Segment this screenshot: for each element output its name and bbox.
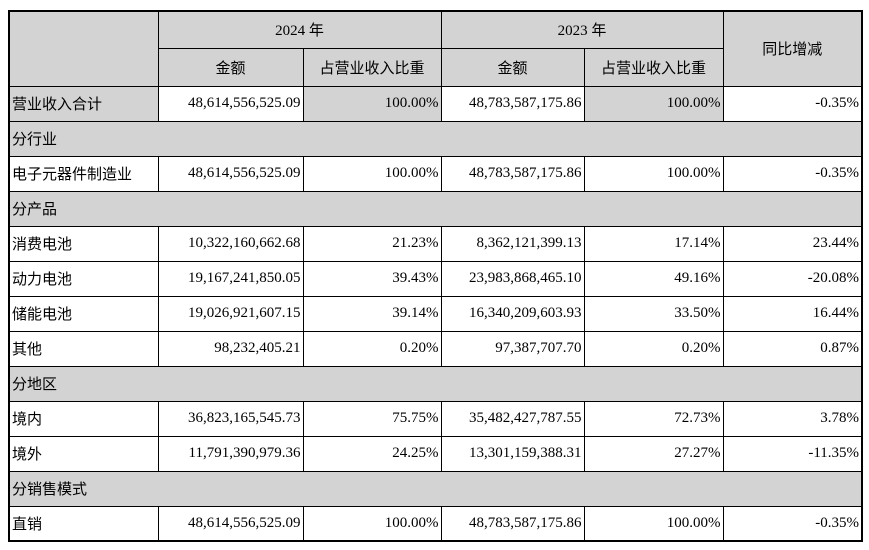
share-2023: 33.50% — [583, 295, 724, 332]
data-row: 营业收入合计 48,614,556,525.09 100.00% 48,783,587… — [8, 85, 863, 122]
share-2024: 100.00% — [302, 505, 442, 542]
data-row: 其他 98,232,405.21 0.20% 97,387,707.70 0.20% 0.… — [8, 330, 863, 367]
amount-2023: 8,362,121,399.13 — [440, 225, 585, 262]
share-2023: 27.27% — [583, 435, 724, 472]
share-2023: 100.00% — [583, 505, 724, 542]
row-label: 储能电池 — [8, 295, 159, 332]
section-row: 分产品 — [8, 190, 863, 227]
amount-2024: 48,614,556,525.09 — [157, 85, 304, 122]
amount-2023: 16,340,209,603.93 — [440, 295, 585, 332]
share-2023: 49.16% — [583, 260, 724, 297]
yoy-value: -0.35% — [722, 85, 863, 122]
yoy-value: -0.35% — [722, 505, 863, 542]
section-label: 分产品 — [8, 190, 863, 227]
amount-2023: 35,482,427,787.55 — [440, 400, 585, 437]
share-2024: 21.23% — [302, 225, 442, 262]
share-header-2023: 占营业收入比重 — [583, 47, 724, 87]
row-label: 其他 — [8, 330, 159, 367]
yoy-header: 同比增减 — [722, 10, 863, 87]
share-2024: 75.75% — [302, 400, 442, 437]
amount-2023: 48,783,587,175.86 — [440, 505, 585, 542]
section-row: 分地区 — [8, 365, 863, 402]
share-2024: 24.25% — [302, 435, 442, 472]
amount-2024: 11,791,390,979.36 — [157, 435, 304, 472]
share-2023: 100.00% — [583, 85, 724, 122]
share-2023: 72.73% — [583, 400, 724, 437]
data-row: 储能电池 19,026,921,607.15 39.14% 16,340,209,60… — [8, 295, 863, 332]
row-label: 消费电池 — [8, 225, 159, 262]
amount-header-2023: 金额 — [440, 47, 585, 87]
share-2024: 100.00% — [302, 155, 442, 192]
section-label: 分销售模式 — [8, 470, 863, 507]
year-2024-header: 2024 年 — [157, 10, 442, 49]
amount-2024: 48,614,556,525.09 — [157, 155, 304, 192]
amount-2024: 19,026,921,607.15 — [157, 295, 304, 332]
amount-header-2024: 金额 — [157, 47, 304, 87]
row-label: 动力电池 — [8, 260, 159, 297]
amount-2023: 48,783,587,175.86 — [440, 155, 585, 192]
amount-2024: 10,322,160,662.68 — [157, 225, 304, 262]
table-header: 2024 年 2023 年 同比增减 金额 占营业收入比重 金额 占营业收入比重 — [8, 10, 863, 87]
amount-2024: 48,614,556,525.09 — [157, 505, 304, 542]
section-row: 分行业 — [8, 120, 863, 157]
yoy-value: 16.44% — [722, 295, 863, 332]
row-label: 境外 — [8, 435, 159, 472]
amount-2024: 19,167,241,850.05 — [157, 260, 304, 297]
yoy-value: 23.44% — [722, 225, 863, 262]
row-label: 境内 — [8, 400, 159, 437]
share-2023: 0.20% — [583, 330, 724, 367]
header-row-years: 2024 年 2023 年 同比增减 — [8, 10, 863, 87]
share-2024: 39.43% — [302, 260, 442, 297]
revenue-breakdown-table: 2024 年 2023 年 同比增减 金额 占营业收入比重 金额 占营业收入比重… — [8, 10, 864, 542]
data-row: 动力电池 19,167,241,850.05 39.43% 23,983,868,46… — [8, 260, 863, 297]
header-row-metrics: 金额 占营业收入比重 金额 占营业收入比重 — [9, 47, 862, 87]
data-row: 境外 11,791,390,979.36 24.25% 13,301,159,388.… — [8, 435, 863, 472]
yoy-value: -0.35% — [722, 155, 863, 192]
data-row: 直销 48,614,556,525.09 100.00% 48,783,587,175… — [8, 505, 863, 542]
amount-2024: 98,232,405.21 — [157, 330, 304, 367]
row-label: 电子元器件制造业 — [8, 155, 159, 192]
yoy-value: -11.35% — [722, 435, 863, 472]
table-body: 营业收入合计 48,614,556,525.09 100.00% 48,783,587… — [8, 85, 863, 542]
share-2024: 39.14% — [302, 295, 442, 332]
amount-2023: 97,387,707.70 — [440, 330, 585, 367]
share-2023: 17.14% — [583, 225, 724, 262]
section-label: 分行业 — [8, 120, 863, 157]
amount-2023: 13,301,159,388.31 — [440, 435, 585, 472]
amount-2023: 23,983,868,465.10 — [440, 260, 585, 297]
amount-2023: 48,783,587,175.86 — [440, 85, 585, 122]
section-label: 分地区 — [8, 365, 863, 402]
row-label: 直销 — [8, 505, 159, 542]
share-2024: 100.00% — [302, 85, 442, 122]
data-row: 消费电池 10,322,160,662.68 21.23% 8,362,121,399… — [8, 225, 863, 262]
share-2024: 0.20% — [302, 330, 442, 367]
year-2023-header: 2023 年 — [440, 10, 724, 49]
yoy-value: 0.87% — [722, 330, 863, 367]
corner-cell — [8, 10, 159, 87]
share-2023: 100.00% — [583, 155, 724, 192]
section-row: 分销售模式 — [8, 470, 863, 507]
row-label: 营业收入合计 — [8, 85, 159, 122]
data-row: 境内 36,823,165,545.73 75.75% 35,482,427,787.… — [8, 400, 863, 437]
data-row: 电子元器件制造业 48,614,556,525.09 100.00% 48,783,5… — [8, 155, 863, 192]
yoy-value: -20.08% — [722, 260, 863, 297]
yoy-value: 3.78% — [722, 400, 863, 437]
amount-2024: 36,823,165,545.73 — [157, 400, 304, 437]
share-header-2024: 占营业收入比重 — [302, 47, 442, 87]
